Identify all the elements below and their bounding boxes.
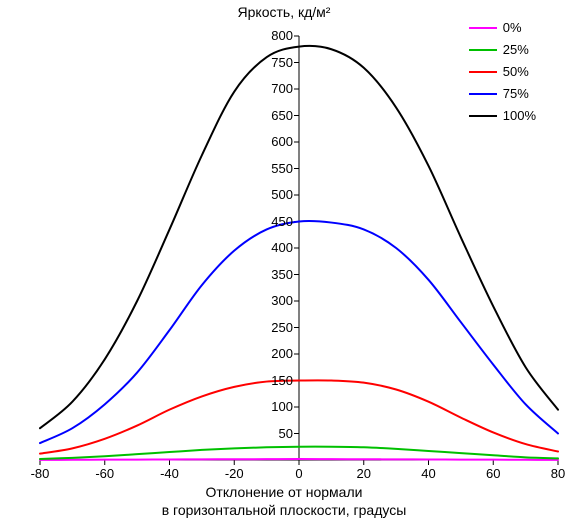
y-tick-label: 50 [263, 426, 293, 441]
legend-label: 75% [503, 84, 529, 104]
y-tick-label: 400 [263, 240, 293, 255]
x-tick-label: 60 [478, 466, 508, 481]
y-tick-label: 100 [263, 399, 293, 414]
legend-item: 25% [469, 40, 536, 60]
x-tick-label: 40 [414, 466, 444, 481]
y-tick-label: 700 [263, 81, 293, 96]
y-tick-label: 650 [263, 108, 293, 123]
legend-swatch [469, 71, 497, 73]
y-tick-label: 200 [263, 346, 293, 361]
x-tick-label: 80 [543, 466, 568, 481]
y-tick-label: 250 [263, 320, 293, 335]
y-tick-label: 800 [263, 28, 293, 43]
legend-item: 0% [469, 18, 536, 38]
legend-label: 0% [503, 18, 522, 38]
legend-swatch [469, 93, 497, 95]
legend-label: 100% [503, 106, 536, 126]
series-b0 [40, 459, 558, 460]
x-tick-label: -40 [155, 466, 185, 481]
legend: 0%25%50%75%100% [469, 18, 536, 128]
y-tick-label: 300 [263, 293, 293, 308]
legend-swatch [469, 49, 497, 51]
y-tick-label: 150 [263, 373, 293, 388]
legend-swatch [469, 27, 497, 29]
legend-item: 50% [469, 62, 536, 82]
y-tick-label: 750 [263, 55, 293, 70]
y-tick-label: 500 [263, 187, 293, 202]
x-tick-label: -60 [90, 466, 120, 481]
legend-label: 25% [503, 40, 529, 60]
y-tick-label: 550 [263, 161, 293, 176]
x-axis-title-line1: Отклонение от нормали [0, 484, 568, 500]
x-tick-label: -80 [25, 466, 55, 481]
y-tick-label: 600 [263, 134, 293, 149]
legend-item: 100% [469, 106, 536, 126]
y-tick-label: 350 [263, 267, 293, 282]
x-axis-title-line2: в горизонтальной плоскости, градусы [0, 502, 568, 518]
x-tick-label: -20 [219, 466, 249, 481]
x-tick-label: 20 [349, 466, 379, 481]
legend-swatch [469, 115, 497, 117]
legend-item: 75% [469, 84, 536, 104]
y-tick-label: 450 [263, 214, 293, 229]
legend-label: 50% [503, 62, 529, 82]
x-tick-label: 0 [284, 466, 314, 481]
brightness-angle-chart: Яркость, кд/м² 0%25%50%75%100% Отклонени… [0, 0, 568, 522]
